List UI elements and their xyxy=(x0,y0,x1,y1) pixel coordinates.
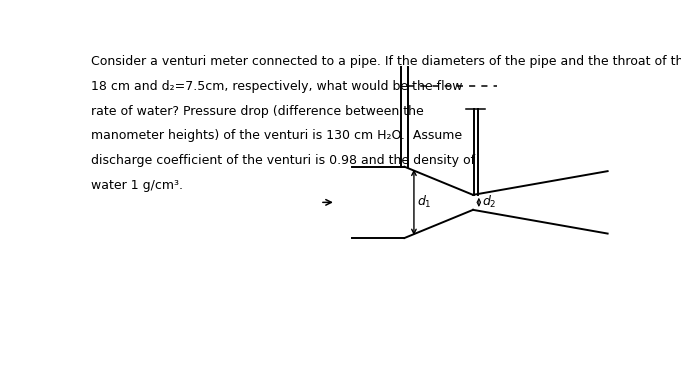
Text: Consider a venturi meter connected to a pipe. If the diameters of the pipe and t: Consider a venturi meter connected to a … xyxy=(91,55,681,68)
Text: rate of water? Pressure drop (difference between the: rate of water? Pressure drop (difference… xyxy=(91,105,424,118)
Text: 18 cm and d₂=7.5cm, respectively, what would be the flow: 18 cm and d₂=7.5cm, respectively, what w… xyxy=(91,80,463,93)
Text: discharge coefficient of the venturi is 0.98 and the density of: discharge coefficient of the venturi is … xyxy=(91,154,475,167)
Text: manometer heights) of the venturi is 130 cm H₂O.  Assume: manometer heights) of the venturi is 130… xyxy=(91,129,462,142)
Text: $d_1$: $d_1$ xyxy=(417,194,432,210)
Text: $d_2$: $d_2$ xyxy=(482,194,496,210)
Text: water 1 g/cm³.: water 1 g/cm³. xyxy=(91,179,183,191)
